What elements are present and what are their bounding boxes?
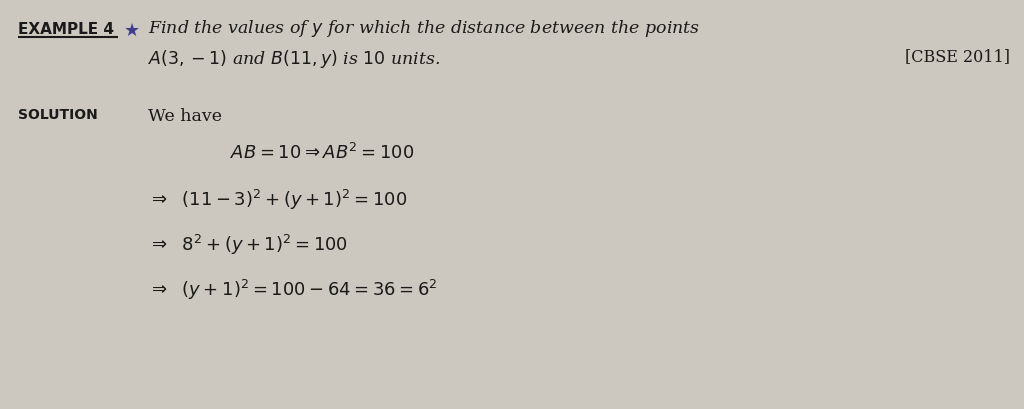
Text: $\Rightarrow\ \ 8^2+(y+1)^2=100$: $\Rightarrow\ \ 8^2+(y+1)^2=100$ <box>148 232 348 256</box>
Text: Find the values of $y$ for which the distance between the points: Find the values of $y$ for which the dis… <box>148 18 700 39</box>
Text: EXAMPLE 4: EXAMPLE 4 <box>18 22 114 37</box>
Text: SOLUTION: SOLUTION <box>18 108 97 122</box>
Text: We have: We have <box>148 108 222 125</box>
Text: ★: ★ <box>124 22 140 40</box>
Text: [CBSE 2011]: [CBSE 2011] <box>905 48 1010 65</box>
Text: $\Rightarrow\ \ (y+1)^2=100-64=36=6^2$: $\Rightarrow\ \ (y+1)^2=100-64=36=6^2$ <box>148 277 437 301</box>
Text: $A(3, -1)$ and $B(11, y)$ is $10$ units.: $A(3, -1)$ and $B(11, y)$ is $10$ units. <box>148 48 440 70</box>
Text: $\Rightarrow\ \ (11-3)^2+(y+1)^2=100$: $\Rightarrow\ \ (11-3)^2+(y+1)^2=100$ <box>148 188 408 211</box>
Text: $AB = 10 \Rightarrow AB^2 = 100$: $AB = 10 \Rightarrow AB^2 = 100$ <box>230 143 414 163</box>
